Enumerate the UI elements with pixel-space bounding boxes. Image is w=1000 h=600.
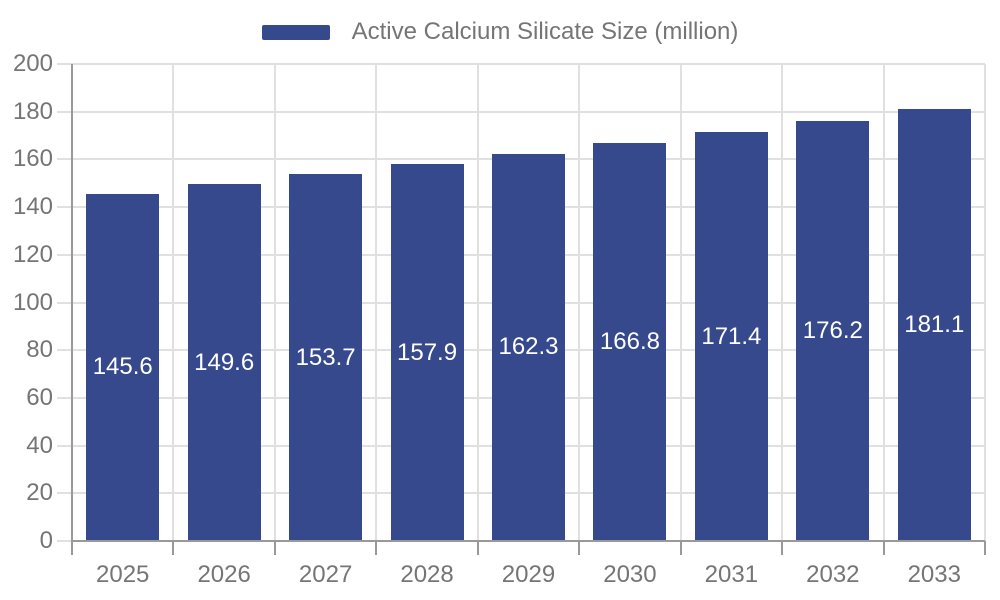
x-axis-label-2025: 2025	[96, 561, 150, 588]
bar-value-label: 157.9	[397, 338, 458, 366]
bar-2027[interactable]: 153.7	[289, 174, 363, 541]
x-axis-tick	[578, 541, 581, 555]
legend[interactable]: Active Calcium Silicate Size (million)	[0, 17, 1000, 47]
y-axis-tick-label: 20	[26, 479, 53, 507]
gridline-horizontal	[72, 110, 985, 113]
gridline-horizontal	[72, 63, 985, 65]
x-axis-label-2027: 2027	[298, 561, 353, 588]
y-axis-tick	[57, 206, 72, 209]
y-axis-tick	[57, 301, 72, 304]
x-axis-label-2033: 2033	[907, 561, 961, 588]
y-axis-tick-label: 200	[12, 50, 53, 77]
y-axis-tick-label: 40	[26, 431, 53, 459]
y-axis-tick	[57, 492, 72, 495]
y-axis-tick-label: 120	[12, 240, 53, 268]
gridline-vertical	[679, 64, 682, 541]
gridline-vertical	[984, 64, 986, 541]
gridline-vertical	[578, 64, 581, 541]
gridline-vertical	[273, 64, 276, 541]
bar-value-label: 166.8	[599, 328, 660, 356]
x-axis-label-2028: 2028	[400, 561, 454, 588]
y-axis-tick	[57, 540, 72, 542]
x-axis-tick	[476, 541, 479, 555]
x-axis-tick	[375, 541, 378, 555]
bar-2025[interactable]: 145.6	[86, 193, 160, 541]
bar-2030[interactable]: 166.8	[593, 143, 667, 541]
y-axis-tick	[57, 349, 72, 352]
y-axis-tick	[57, 110, 72, 113]
x-axis-tick	[679, 541, 682, 555]
x-axis-label-2030: 2030	[603, 561, 657, 588]
x-axis-tick	[71, 541, 73, 555]
y-axis-tick-label: 140	[12, 193, 53, 221]
x-axis-tick	[172, 541, 175, 555]
x-axis-label-2026: 2026	[197, 561, 251, 588]
x-axis-label-2032: 2032	[806, 561, 860, 588]
legend-label: Active Calcium Silicate Size (million)	[351, 18, 739, 45]
bar-2029[interactable]: 162.3	[492, 153, 565, 541]
y-axis-tick-label: 0	[39, 527, 53, 554]
bar-value-label: 162.3	[498, 333, 559, 361]
gridline-vertical	[476, 64, 479, 541]
y-axis-tick-label: 80	[26, 336, 53, 364]
bar-value-label: 176.2	[802, 316, 863, 344]
y-axis-tick	[57, 253, 72, 256]
y-axis-line	[71, 64, 73, 541]
x-axis-tick	[984, 541, 986, 555]
bar-2033[interactable]: 181.1	[897, 109, 971, 541]
plot-area: 145.6 149.6 153.7 157.9 162.3 166.8 171.4 176.2…	[57, 63, 986, 555]
bar-value-label: 153.7	[295, 343, 356, 371]
bar-value-label: 171.4	[701, 322, 762, 350]
legend-swatch-icon	[261, 24, 330, 40]
x-axis-line	[72, 540, 985, 542]
x-axis-label-2029: 2029	[501, 561, 556, 588]
y-axis-tick-label: 160	[12, 145, 53, 173]
bar-2026[interactable]: 149.6	[187, 184, 261, 541]
y-axis-tick-label: 60	[26, 383, 53, 411]
x-axis-tick	[273, 541, 276, 555]
bar-2028[interactable]: 157.9	[390, 164, 464, 541]
bar-value-label: 145.6	[92, 353, 153, 381]
gridline-vertical	[781, 64, 784, 541]
y-axis-tick-label: 100	[12, 288, 53, 316]
bar-2031[interactable]: 171.4	[694, 132, 768, 541]
y-axis-tick	[57, 158, 72, 161]
x-axis-label-2031: 2031	[704, 561, 759, 588]
gridline-vertical	[172, 64, 175, 541]
gridline-vertical	[882, 64, 885, 541]
y-axis-tick	[57, 396, 72, 399]
gridline-vertical	[375, 64, 378, 541]
bar-value-label: 149.6	[194, 348, 255, 376]
bar-2032[interactable]: 176.2	[796, 120, 870, 541]
y-axis-tick	[57, 444, 72, 447]
bar-value-label: 181.1	[904, 311, 965, 339]
x-axis-tick	[882, 541, 885, 555]
x-axis-tick	[781, 541, 784, 555]
y-axis-tick	[57, 63, 72, 65]
y-axis-tick-label: 180	[12, 97, 53, 125]
